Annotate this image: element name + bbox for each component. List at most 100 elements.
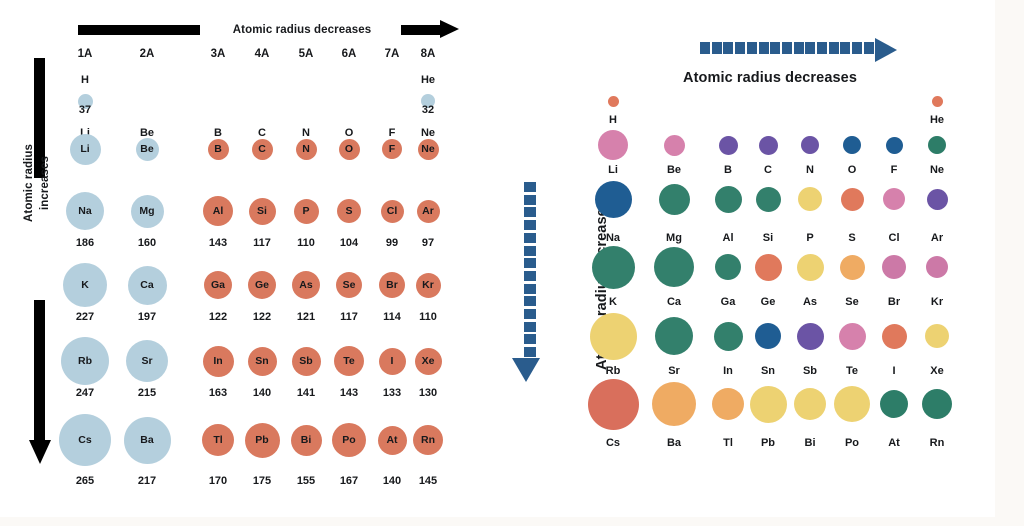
bubble-b: [718, 135, 738, 155]
right-top-arrow-dashed: [700, 38, 900, 62]
element-radius-value-s: 104: [339, 237, 359, 249]
dash-square: [758, 42, 769, 54]
group-header-8a: 8A: [420, 48, 436, 60]
bubble-te: [838, 322, 866, 350]
element-bubble-ne: [907, 136, 967, 154]
element-bubble-in: [698, 321, 758, 351]
element-symbol-ge: Ge: [760, 296, 776, 308]
element-symbol-tl: Tl: [723, 437, 733, 449]
bubble-si: [755, 186, 781, 212]
element-bubble-ba: [644, 382, 704, 426]
bubble-label-b: B: [214, 143, 222, 155]
page-edge-strip-right: [995, 0, 1024, 526]
element-radius-value-mg: 160: [137, 237, 157, 249]
right-left-arrow-head-icon: [512, 358, 540, 382]
element-bubble-at: At: [357, 425, 427, 455]
bubble-ca: [654, 247, 694, 287]
element-radius-value-ga: 122: [208, 311, 228, 323]
element-symbol-sb: Sb: [802, 365, 818, 377]
element-radius-value-si: 117: [253, 237, 271, 249]
bubble-ar: [926, 188, 948, 210]
bubble-cs: [587, 378, 639, 430]
dash-square: [524, 182, 536, 192]
element-bubble-o: [822, 136, 882, 154]
left-arrow-segment-bottom: [34, 300, 45, 442]
element-bubble-he: [393, 94, 463, 108]
bubble-sb: Sb: [291, 346, 321, 376]
element-symbol-f: F: [388, 127, 396, 139]
element-symbol-ne: Ne: [929, 164, 945, 176]
group-header-7a: 7A: [384, 48, 400, 60]
bubble-te: Te: [334, 346, 364, 376]
bubble-label-k: K: [81, 279, 89, 291]
element-symbol-sn: Sn: [760, 365, 776, 377]
element-symbol-s: S: [848, 232, 856, 244]
element-bubble-as: As: [271, 271, 341, 299]
bubble-label-se: Se: [342, 279, 356, 291]
bubble-ga: Ga: [204, 271, 232, 299]
element-symbol-n: N: [302, 127, 310, 139]
bubble-al: Al: [203, 196, 233, 226]
bubble-label-at: At: [386, 434, 398, 446]
element-bubble-be: Be: [112, 137, 182, 161]
dash-square: [746, 42, 757, 54]
bubble-label-tl: Tl: [213, 434, 223, 446]
element-bubble-sr: [644, 317, 704, 355]
element-bubble-na: Na: [50, 192, 120, 230]
bubble-si: Si: [248, 197, 276, 225]
dash-square: [524, 334, 536, 345]
element-radius-value-te: 143: [339, 387, 359, 399]
bubble-ar: Ar: [416, 199, 440, 223]
bubble-rb: [589, 312, 637, 360]
element-bubble-mg: [644, 183, 704, 215]
bubble-po: Po: [332, 423, 366, 457]
element-symbol-rn: Rn: [929, 437, 945, 449]
element-bubble-s: [822, 187, 882, 211]
bubble-f: F: [382, 139, 402, 159]
element-bubble-b: [698, 135, 758, 155]
element-symbol-rb: Rb: [605, 365, 621, 377]
element-bubble-n: [780, 136, 840, 154]
bubble-k: [591, 245, 635, 289]
bubble-s: [840, 187, 864, 211]
bubble-na: [594, 180, 632, 218]
bubble-h: [607, 95, 619, 107]
element-bubble-cs: [583, 378, 643, 430]
element-bubble-ca: Ca: [112, 265, 182, 305]
element-radius-value-rn: 145: [418, 475, 438, 487]
bubble-po: [834, 386, 870, 422]
bubble-li: Li: [69, 133, 101, 165]
element-bubble-bi: Bi: [271, 424, 341, 456]
bubble-label-rn: Rn: [421, 434, 435, 446]
bubble-label-rb: Rb: [78, 355, 92, 367]
element-radius-value-ba: 217: [137, 475, 157, 487]
element-radius-value-po: 167: [339, 475, 359, 487]
bubble-bi: [794, 388, 826, 420]
dash-square: [524, 258, 536, 269]
bubble-label-ge: Ge: [254, 279, 269, 291]
right-left-arrow-dashed: [523, 182, 539, 372]
element-symbol-se: Se: [845, 296, 859, 308]
element-bubble-sb: Sb: [271, 346, 341, 376]
element-bubble-cs: Cs: [50, 414, 120, 466]
group-header-6a: 6A: [341, 48, 357, 60]
bubble-sb: [796, 322, 824, 350]
element-bubble-k: [583, 245, 643, 289]
element-symbol-he: He: [420, 74, 436, 86]
dash-square: [770, 42, 781, 54]
element-bubble-po: Po: [314, 423, 384, 457]
element-symbol-k: K: [609, 296, 617, 308]
bubble-label-pb: Pb: [255, 434, 269, 446]
bubble-label-te: Te: [343, 355, 355, 367]
left-arrow-segment-top: [34, 58, 45, 178]
element-radius-value-h: 37: [78, 104, 92, 116]
element-bubble-ga: Ga: [183, 271, 253, 299]
dash-square: [863, 42, 874, 54]
element-bubble-na: [583, 180, 643, 218]
element-bubble-i: I: [357, 347, 427, 375]
bubble-rb: Rb: [61, 337, 109, 385]
dash-square: [524, 321, 536, 332]
element-bubble-ga: [698, 254, 758, 280]
dash-square: [805, 42, 816, 54]
